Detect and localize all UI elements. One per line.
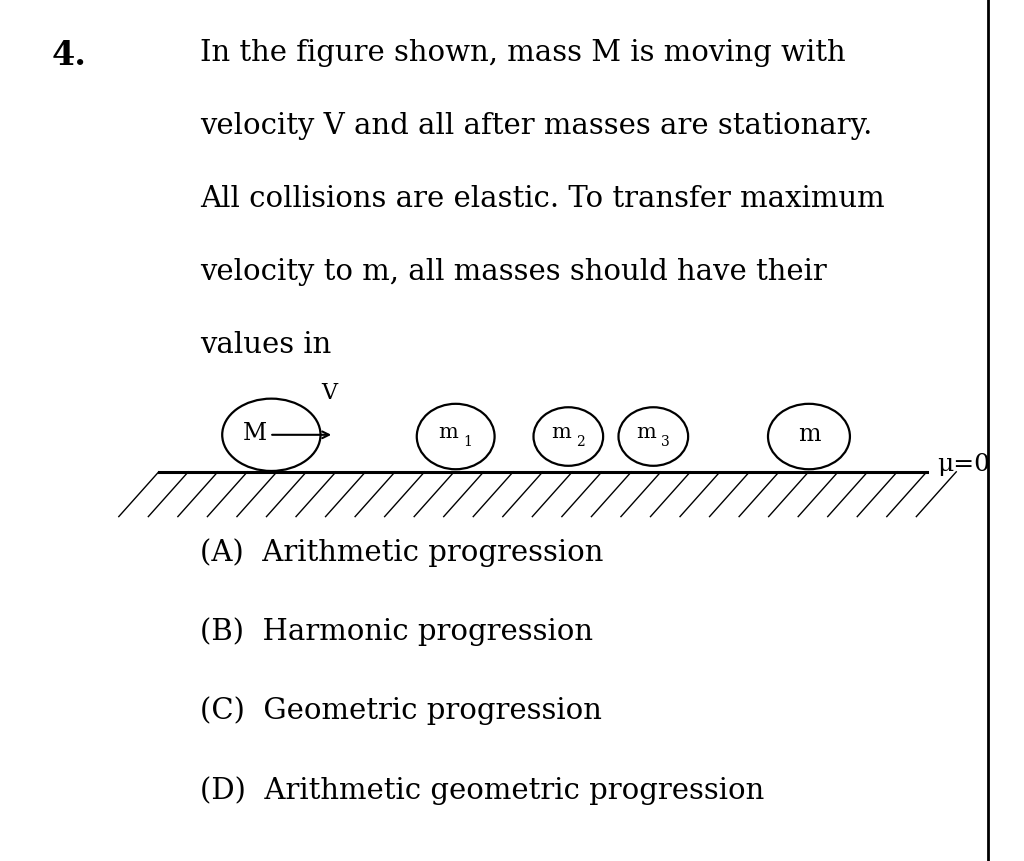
Text: M: M [243,422,267,444]
Ellipse shape [618,407,688,466]
Text: μ=0: μ=0 [937,454,990,476]
Text: values in: values in [200,331,331,360]
Ellipse shape [534,407,603,466]
Ellipse shape [768,404,850,469]
Text: In the figure shown, mass M is moving with: In the figure shown, mass M is moving wi… [200,39,845,67]
Text: m: m [636,423,656,442]
Ellipse shape [222,399,321,471]
Text: 3: 3 [662,435,670,449]
Text: m: m [438,423,459,442]
Text: m: m [551,423,571,442]
Text: (C)  Geometric progression: (C) Geometric progression [200,697,601,725]
Text: V: V [321,382,337,404]
Text: 1: 1 [464,435,472,449]
Ellipse shape [417,404,495,469]
Text: (D)  Arithmetic geometric progression: (D) Arithmetic geometric progression [200,776,764,804]
Text: All collisions are elastic. To transfer maximum: All collisions are elastic. To transfer … [200,185,885,214]
Text: velocity V and all after masses are stationary.: velocity V and all after masses are stat… [200,112,872,140]
Text: (B)  Harmonic progression: (B) Harmonic progression [200,617,593,646]
Text: 2: 2 [577,435,585,449]
Text: (A)  Arithmetic progression: (A) Arithmetic progression [200,538,603,567]
Text: velocity to m, all masses should have their: velocity to m, all masses should have th… [200,258,826,287]
Text: 4.: 4. [51,39,86,71]
Text: m: m [798,424,820,446]
